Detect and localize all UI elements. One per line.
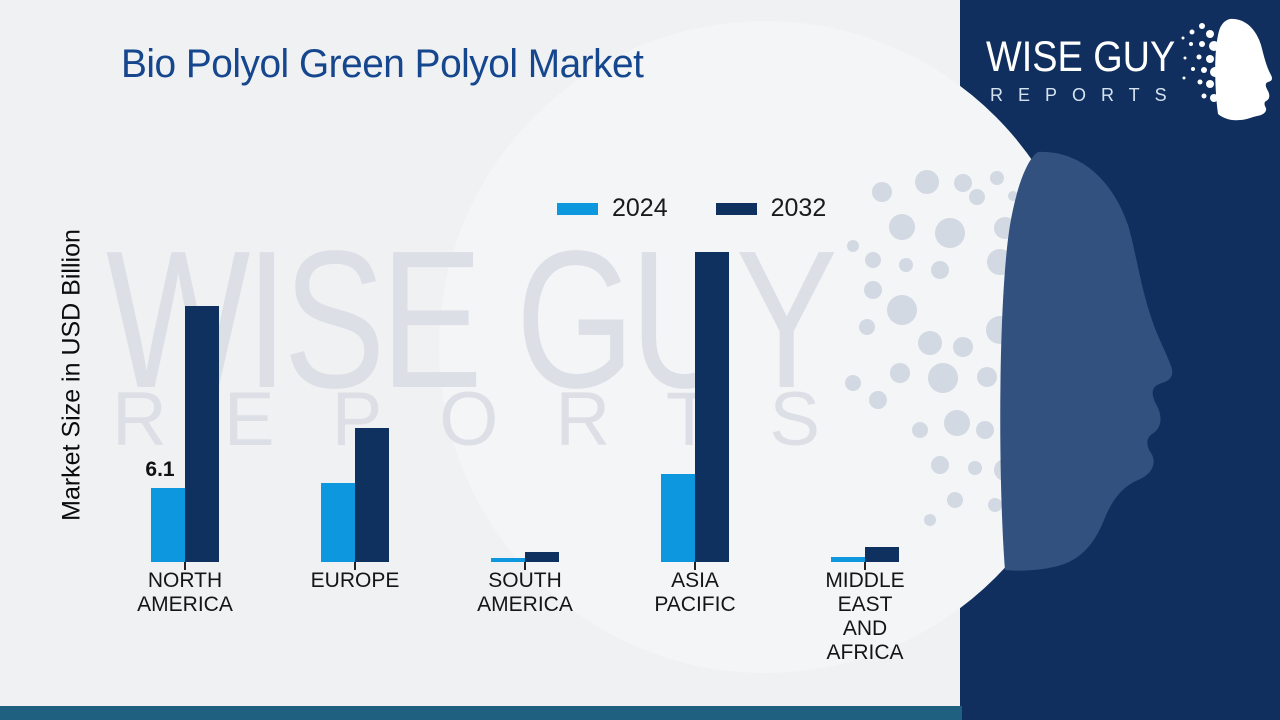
bar-2032-north-america: [185, 306, 219, 562]
legend-label: 2032: [770, 194, 827, 222]
bar-2024-north-america: [151, 488, 185, 562]
bar-2032-middle-east-and-africa: [865, 547, 899, 562]
page-title: Bio Polyol Green Polyol Market: [121, 42, 644, 86]
bar-2032-europe: [355, 427, 389, 562]
x-axis-tick: [354, 562, 356, 570]
bar-2032-south-america: [525, 552, 559, 562]
category-label-asia-pacific: ASIA PACIFIC: [654, 569, 736, 616]
x-axis-tick: [864, 562, 866, 570]
logo-head-icon: [1181, 18, 1272, 121]
category-label-europe: EUROPE: [310, 569, 400, 592]
x-axis-tick: [524, 562, 526, 570]
logo-wordmark: WISE GUY: [986, 33, 1176, 81]
x-axis-tick: [184, 562, 186, 570]
x-axis-tick: [694, 562, 696, 570]
bar-2032-asia-pacific: [695, 251, 729, 562]
bar-2024-asia-pacific: [661, 473, 695, 562]
legend-swatch-2032: [715, 202, 757, 215]
category-label-middle-east-and-africa: MIDDLE EAST AND AFRICA: [825, 569, 905, 664]
category-label-south-america: SOUTH AMERICA: [477, 569, 573, 616]
bar-value-annotation: 6.1: [145, 458, 175, 482]
legend-label: 2024: [612, 194, 668, 222]
chart-legend: 2024 2032: [557, 194, 826, 223]
category-label-north-america: NORTH AMERICA: [137, 569, 233, 616]
footer-strip: [0, 706, 962, 720]
legend-item-2024: 2024: [557, 194, 668, 223]
logo-subtitle: REPORTS: [990, 85, 1182, 105]
bar-2024-europe: [321, 483, 355, 562]
legend-swatch-2024: [557, 202, 598, 215]
bar-2024-middle-east-and-africa: [831, 557, 865, 562]
bar-2024-south-america: [491, 558, 525, 562]
legend-item-2032: 2032: [715, 194, 827, 223]
